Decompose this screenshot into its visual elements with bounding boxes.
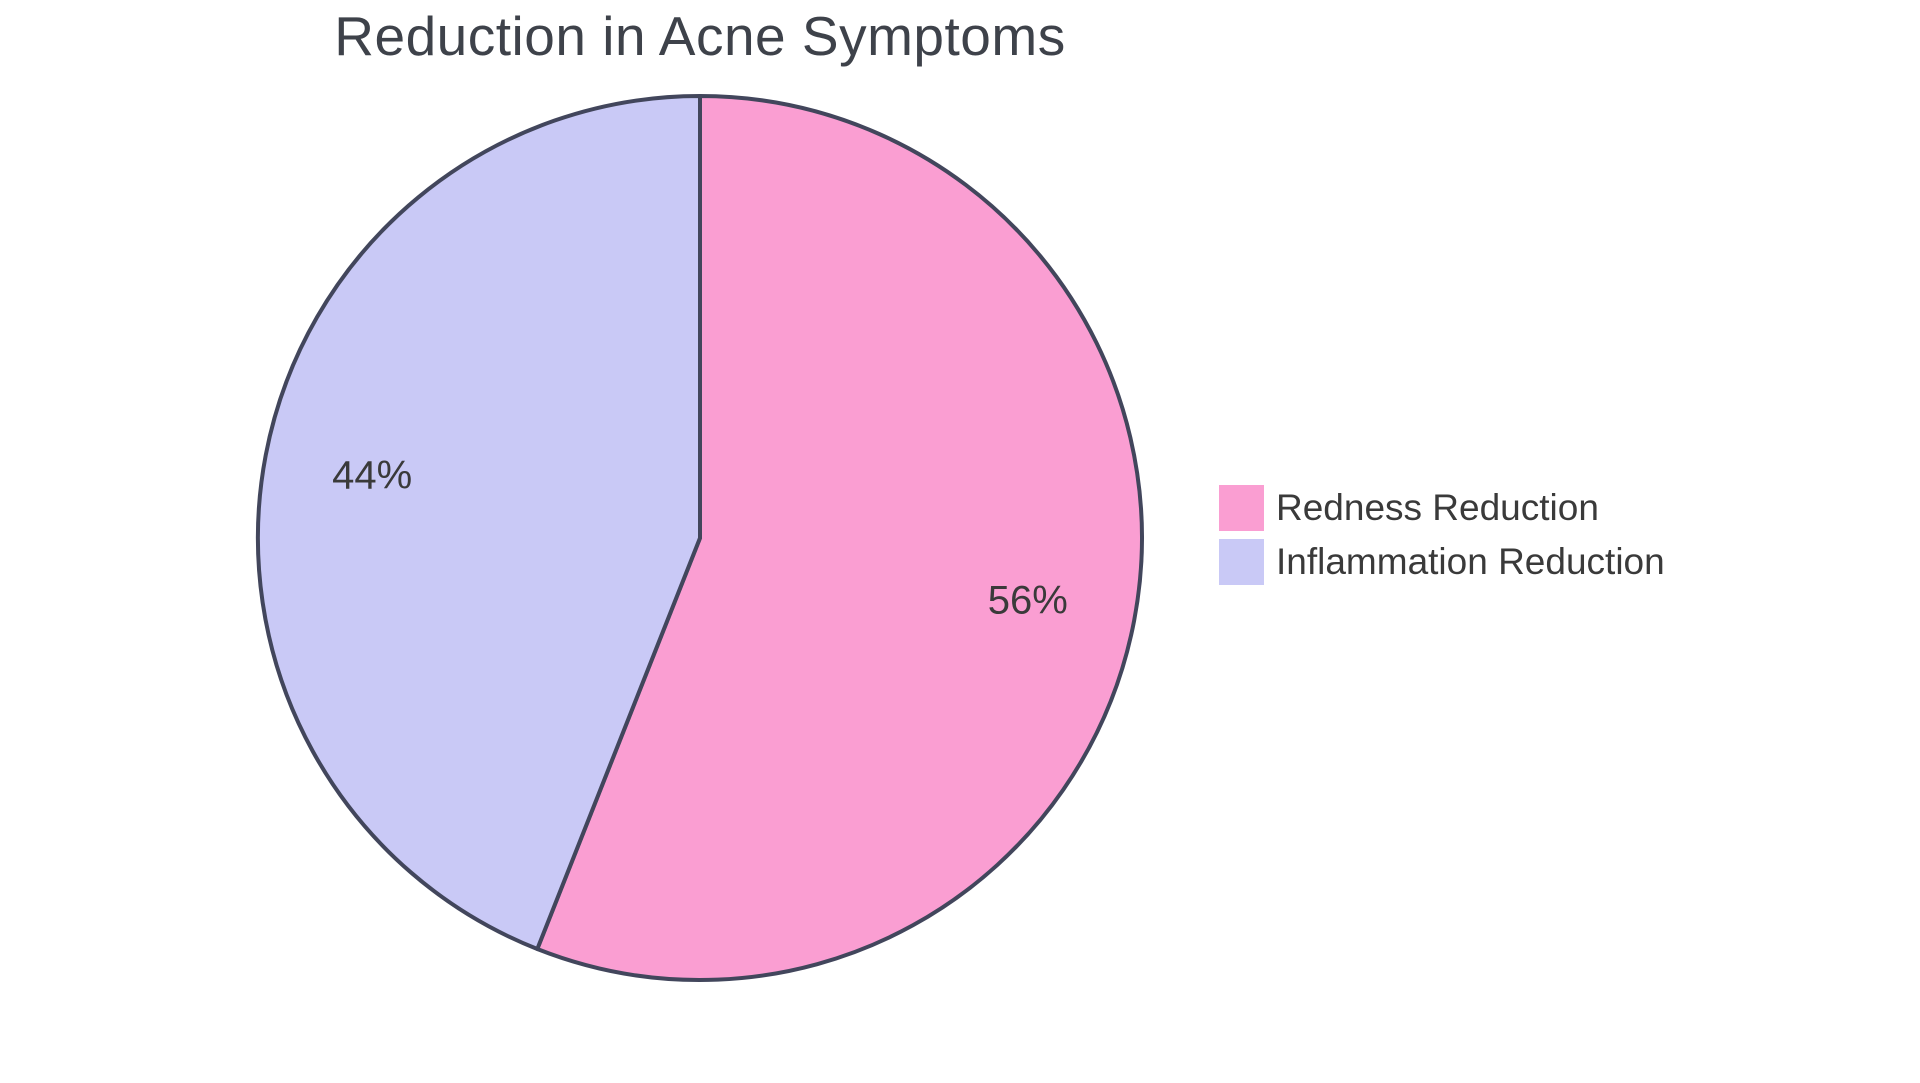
slice-percent-label: 56% bbox=[988, 579, 1068, 623]
legend-swatch-icon bbox=[1219, 485, 1264, 531]
legend-item-label: Redness Reduction bbox=[1276, 487, 1599, 528]
chart-title: Reduction in Acne Symptoms bbox=[334, 5, 1066, 67]
pie-slice-redness-reduction[interactable] bbox=[535, 94, 1144, 982]
legend: Redness Reduction Inflammation Reduction bbox=[1219, 485, 1665, 585]
legend-item-inflammation-reduction[interactable]: Inflammation Reduction bbox=[1219, 539, 1665, 585]
legend-swatch-icon bbox=[1219, 539, 1264, 585]
legend-item-label: Inflammation Reduction bbox=[1276, 541, 1665, 582]
slice-percent-label: 44% bbox=[332, 454, 412, 498]
pie-slice-inflammation-reduction[interactable] bbox=[255, 94, 702, 951]
legend-item-redness-reduction[interactable]: Redness Reduction bbox=[1219, 485, 1665, 531]
